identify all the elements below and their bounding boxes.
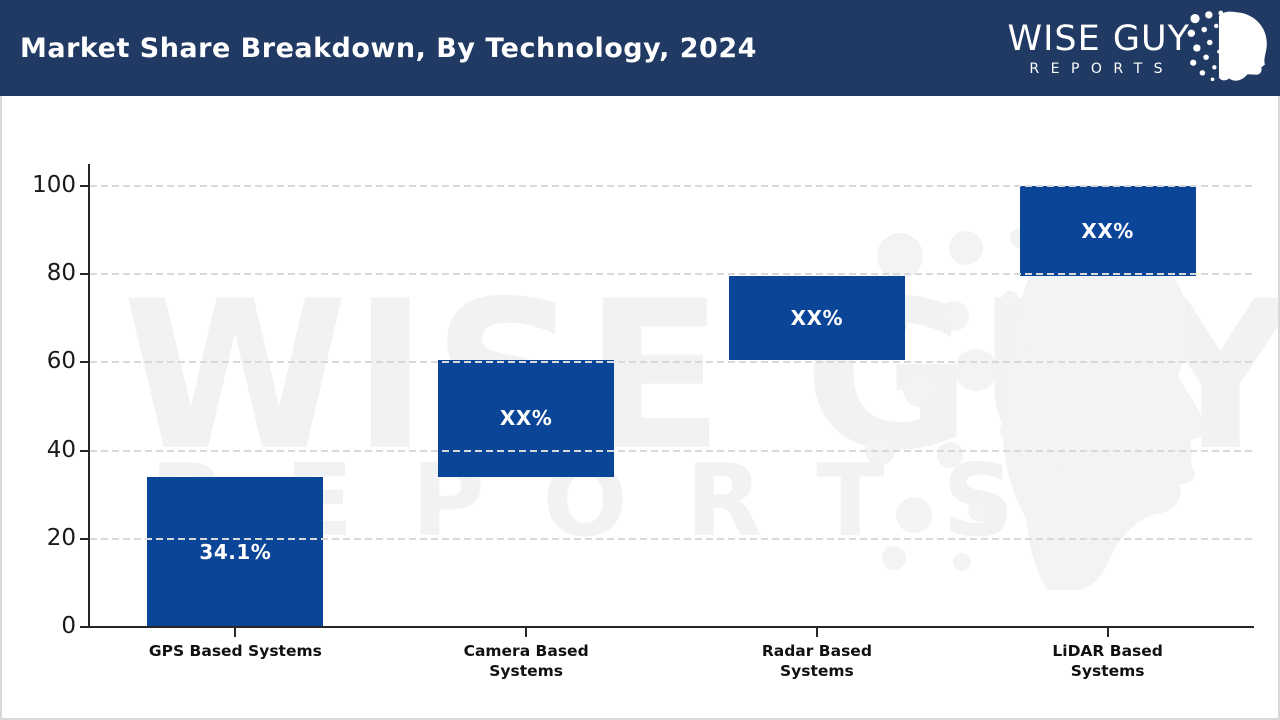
y-tick-0 bbox=[80, 626, 89, 628]
frame-border-bottom bbox=[0, 718, 1280, 720]
wise-guy-logo: WISE GUY REPORTS bbox=[1007, 5, 1276, 91]
bar-value-label-gps-based-systems: 34.1% bbox=[199, 539, 272, 564]
bar-gps-based-systems: 34.1% bbox=[147, 476, 324, 627]
y-tick-80 bbox=[80, 273, 89, 276]
y-tick-label-60: 60 bbox=[46, 348, 76, 375]
gridline-80 bbox=[90, 273, 1253, 276]
y-tick-label-20: 20 bbox=[46, 524, 76, 551]
page-title: Market Share Breakdown, By Technology, 2… bbox=[20, 32, 757, 64]
bar-value-label-lidar-based-systems: XX% bbox=[1081, 219, 1134, 244]
y-tick-40 bbox=[80, 449, 89, 452]
y-tick-label-100: 100 bbox=[32, 172, 76, 198]
logo-subtitle: REPORTS bbox=[1029, 60, 1175, 77]
bar-radar-based-systems: XX% bbox=[728, 276, 905, 361]
header-bar: Market Share Breakdown, By Technology, 2… bbox=[0, 0, 1280, 96]
y-tick-20 bbox=[80, 537, 89, 540]
x-axis-label-gps-based-systems: GPS Based Systems bbox=[148, 642, 322, 660]
y-tick-label-0: 0 bbox=[61, 613, 76, 639]
frame-border-right bbox=[1278, 96, 1280, 720]
y-tick-label-40: 40 bbox=[46, 436, 76, 463]
x-axis-label-lidar-based-systems: LiDAR Based Systems bbox=[1052, 642, 1163, 680]
gridline-20 bbox=[90, 537, 1253, 540]
logo-wordmark: WISE GUY bbox=[1007, 18, 1190, 59]
gridline-60 bbox=[90, 361, 1253, 364]
logo-head-icon bbox=[1187, 10, 1267, 82]
bar-value-label-camera-based-systems: XX% bbox=[499, 406, 553, 431]
y-tick-100 bbox=[80, 185, 89, 187]
gridline-100 bbox=[90, 185, 1253, 187]
x-tick-camera-based-systems bbox=[525, 628, 528, 637]
y-axis-spine bbox=[88, 164, 90, 628]
x-axis-label-radar-based-systems: Radar Based Systems bbox=[761, 642, 872, 680]
x-tick-gps-based-systems bbox=[234, 628, 237, 637]
bar-camera-based-systems: XX% bbox=[438, 360, 615, 477]
y-tick-60 bbox=[80, 361, 89, 364]
gridline-40 bbox=[90, 449, 1253, 452]
bar-value-label-radar-based-systems: XX% bbox=[790, 306, 844, 331]
frame-border-left bbox=[0, 96, 2, 720]
y-tick-label-80: 80 bbox=[46, 260, 76, 287]
x-axis-label-camera-based-systems: Camera Based Systems bbox=[463, 642, 589, 680]
x-tick-lidar-based-systems bbox=[1106, 628, 1109, 637]
x-tick-radar-based-systems bbox=[815, 628, 818, 637]
bar-lidar-based-systems: XX% bbox=[1019, 186, 1196, 277]
logo-text: WISE GUY REPORTS bbox=[1007, 19, 1190, 78]
x-axis-line bbox=[88, 626, 1254, 628]
